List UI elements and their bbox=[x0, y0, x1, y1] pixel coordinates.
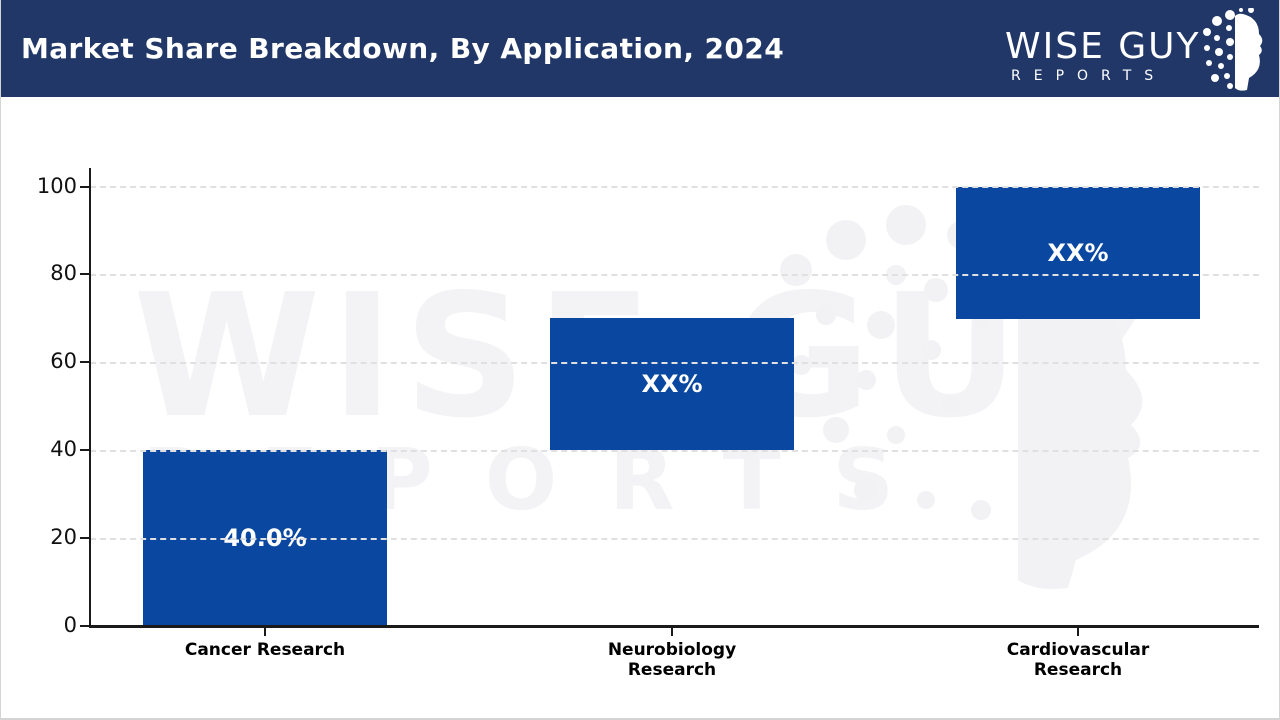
logo-reports-text: REPORTS bbox=[1011, 68, 1167, 84]
category-line: Neurobiology bbox=[607, 640, 737, 660]
y-tick-mark bbox=[80, 273, 89, 275]
gridline-60 bbox=[90, 362, 1259, 364]
gridline-100 bbox=[90, 186, 1259, 188]
y-tick-label: 0 bbox=[63, 613, 77, 637]
wise-guy-logo: WISE GUY REPORTS bbox=[1005, 8, 1265, 92]
y-tick-label: 40 bbox=[50, 437, 77, 461]
x-tick-mark bbox=[264, 628, 266, 636]
y-tick-label: 20 bbox=[50, 525, 77, 549]
y-axis bbox=[89, 168, 91, 627]
x-category-label-neurobiology: Neurobiology Research bbox=[522, 640, 822, 680]
category-line: Cancer Research bbox=[184, 640, 346, 660]
y-tick-label: 80 bbox=[50, 261, 77, 285]
gridline-20 bbox=[90, 538, 1259, 540]
gridline-80 bbox=[90, 274, 1259, 276]
x-category-label-cancer: Cancer Research bbox=[115, 640, 415, 660]
bar-cardiovascular-research: XX% bbox=[956, 187, 1200, 319]
bar-value-label: XX% bbox=[1047, 239, 1109, 267]
y-tick-mark bbox=[80, 186, 89, 188]
header: Market Share Breakdown, By Application, … bbox=[1, 0, 1279, 97]
watermark-face-icon bbox=[746, 205, 1143, 589]
x-tick-mark bbox=[671, 628, 673, 636]
category-line: Cardiovascular bbox=[1006, 640, 1150, 660]
y-tick-mark bbox=[80, 625, 89, 627]
x-tick-mark bbox=[1077, 628, 1079, 636]
y-tick-mark bbox=[80, 449, 89, 451]
page-title: Market Share Breakdown, By Application, … bbox=[21, 32, 785, 65]
category-line: Research bbox=[627, 660, 717, 680]
y-tick-label: 60 bbox=[50, 349, 77, 373]
logo-face-icon bbox=[1203, 8, 1263, 91]
y-tick-label: 100 bbox=[36, 174, 77, 198]
y-tick-mark bbox=[80, 361, 89, 363]
logo-wordmark: WISE GUY bbox=[1005, 26, 1201, 67]
bar-neurobiology-research: XX% bbox=[550, 318, 794, 450]
x-axis bbox=[89, 625, 1259, 628]
bar-value-label: XX% bbox=[641, 370, 703, 398]
category-line: Research bbox=[1033, 660, 1123, 680]
x-category-label-cardiovascular: Cardiovascular Research bbox=[928, 640, 1228, 680]
y-tick-mark bbox=[80, 537, 89, 539]
gridline-40 bbox=[90, 450, 1259, 452]
